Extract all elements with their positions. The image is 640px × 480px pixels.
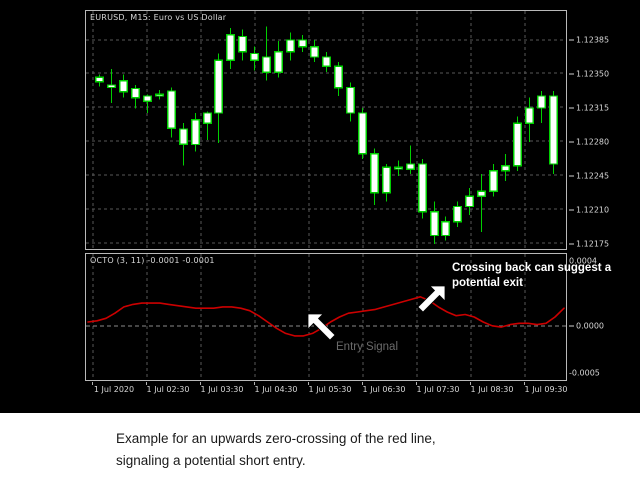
x-tick-label: 1 Jul 04:30 (254, 385, 298, 394)
time-x-axis: 1 Jul 2020 1 Jul 02:30 1 Jul 03:30 1 Jul 04… (85, 382, 567, 402)
x-tick-label: 1 Jul 06:30 (362, 385, 406, 394)
x-tick-label: 1 Jul 05:30 (308, 385, 352, 394)
price-ytick: 1.12385 (569, 36, 609, 45)
trading-terminal: EURUSD, M15: Euro vs US Dollar (85, 10, 611, 402)
exit-callout-text: Crossing back can suggest a potential ex… (452, 262, 612, 289)
price-ytick-label: 1.12245 (576, 171, 610, 181)
x-tick-label: 1 Jul 09:30 (524, 385, 568, 394)
x-tick-mark (308, 382, 309, 385)
x-tick-mark (92, 382, 93, 385)
indicator-pane[interactable]: OCTO (3, 11) -0.0001 -0.0001 (85, 253, 567, 381)
x-tick-mark (254, 382, 255, 385)
price-ytick-label: 1.12315 (576, 103, 610, 113)
x-tick-label: 1 Jul 03:30 (200, 385, 244, 394)
entry-signal-label: Entry Signal (336, 341, 399, 353)
price-ytick-label: 1.12385 (576, 35, 610, 45)
price-ytick-label: 1.12210 (576, 205, 610, 215)
price-y-axis: 1.12385 1.12350 1.12315 1.12280 1.12245 … (569, 10, 640, 250)
indicator-ytick: 0.0000 (569, 322, 604, 331)
x-tick-mark (416, 382, 417, 385)
indicator-red-line (87, 295, 565, 337)
price-plot-area[interactable] (86, 11, 566, 249)
price-pane-label: EURUSD, M15: Euro vs US Dollar (90, 13, 227, 22)
price-ytick: 1.12210 (569, 206, 609, 215)
x-tick-label: 1 Jul 08:30 (470, 385, 514, 394)
x-tick-mark (200, 382, 201, 385)
entry-arrow-icon (305, 308, 339, 349)
indicator-y-axis: 0.0004 0.0000 -0.0005 (569, 253, 640, 381)
price-grid-vertical (92, 11, 526, 249)
x-tick-label: 1 Jul 02:30 (146, 385, 190, 394)
indicator-ytick: -0.0005 (569, 369, 600, 378)
price-grid-horizontal (86, 39, 566, 244)
caption-bar: Example for an upwards zero-crossing of … (0, 413, 640, 480)
price-ytick: 1.12175 (569, 240, 609, 249)
indicator-ytick-label: 0.0000 (576, 321, 604, 331)
exit-arrow-icon (414, 280, 448, 321)
price-ytick-label: 1.12280 (576, 137, 610, 147)
indicator-ytick-label: -0.0005 (569, 368, 600, 378)
x-tick-mark (362, 382, 363, 385)
candle-series (95, 26, 558, 244)
price-ytick: 1.12245 (569, 172, 609, 181)
x-tick-label: 1 Jul 07:30 (416, 385, 460, 394)
price-ytick: 1.12315 (569, 104, 609, 113)
indicator-pane-label: OCTO (3, 11) -0.0001 -0.0001 (90, 256, 215, 265)
x-tick-mark (146, 382, 147, 385)
indicator-ytick: 0.0004 (569, 257, 597, 266)
price-ytick-label: 1.12350 (576, 69, 610, 79)
price-ytick: 1.12280 (569, 138, 609, 147)
indicator-ytick-label: 0.0004 (569, 256, 597, 266)
x-tick-mark (524, 382, 525, 385)
x-tick-mark (470, 382, 471, 385)
price-ytick: 1.12350 (569, 70, 609, 79)
x-tick-label: 1 Jul 2020 (93, 385, 135, 394)
price-ytick-label: 1.12175 (576, 239, 610, 249)
price-chart-pane[interactable]: EURUSD, M15: Euro vs US Dollar (85, 10, 567, 250)
price-candlestick-svg (86, 11, 566, 249)
caption-text: Example for an upwards zero-crossing of … (116, 431, 436, 468)
